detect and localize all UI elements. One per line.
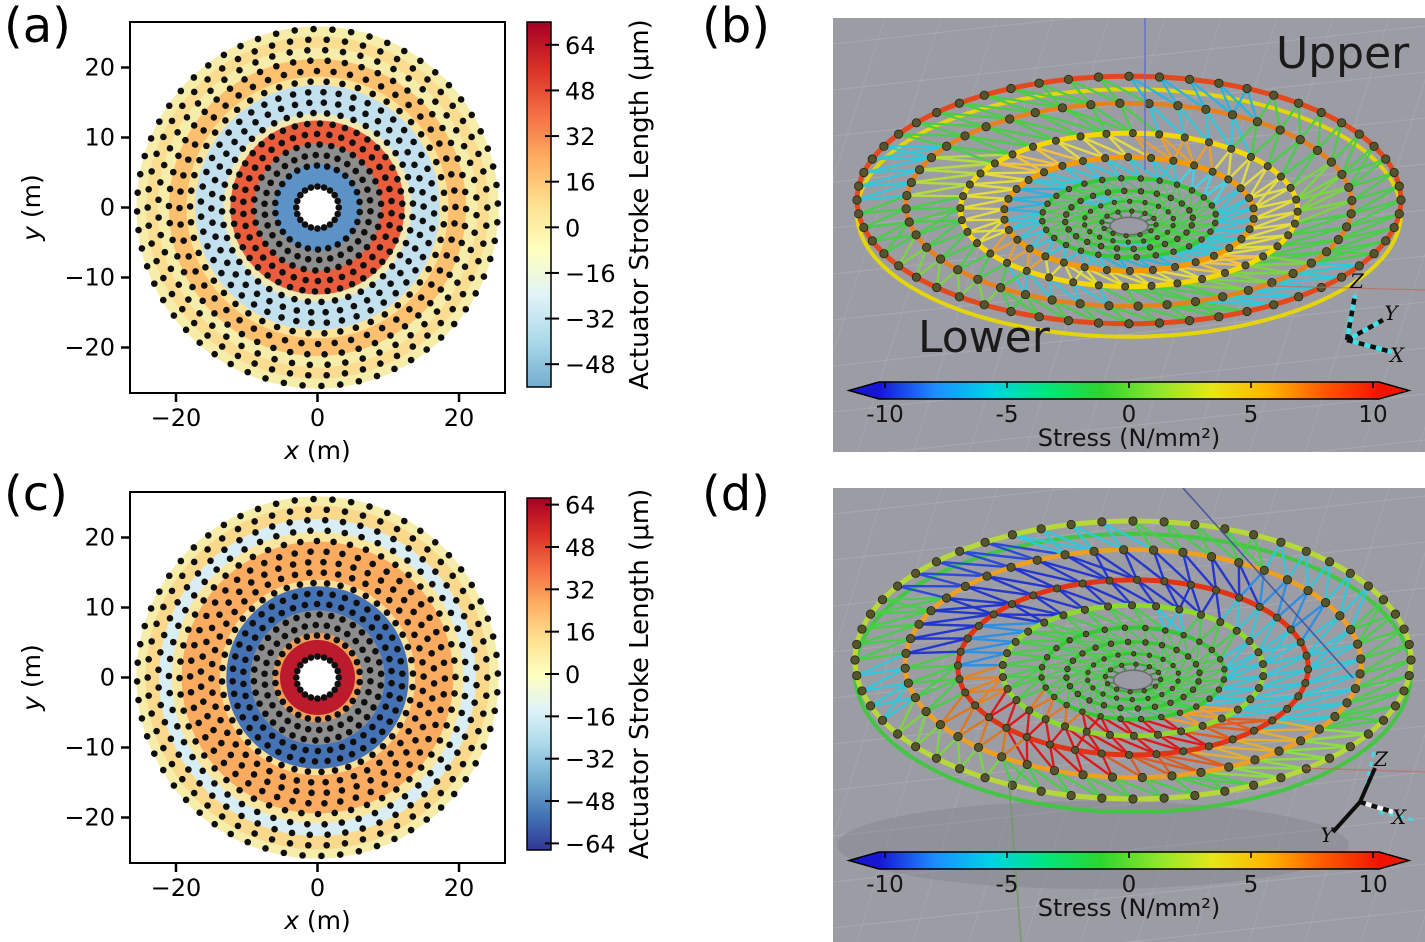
svg-text:Actuator Stroke Length (μm): Actuator Stroke Length (μm) xyxy=(625,19,655,390)
svg-text:5: 5 xyxy=(1244,872,1259,898)
svg-text:20: 20 xyxy=(84,524,115,552)
svg-text:−10: −10 xyxy=(64,264,115,292)
upper-label: Upper xyxy=(1276,28,1410,79)
svg-text:10: 10 xyxy=(1358,872,1387,898)
svg-text:X: X xyxy=(1388,343,1405,367)
svg-text:Y: Y xyxy=(1320,823,1335,847)
svg-text:0: 0 xyxy=(310,874,325,902)
svg-text:−48: −48 xyxy=(565,788,616,816)
svg-text:16: 16 xyxy=(565,169,596,197)
svg-text:20: 20 xyxy=(444,874,475,902)
svg-text:10: 10 xyxy=(84,594,115,622)
svg-text:20: 20 xyxy=(84,54,115,82)
svg-text:Y: Y xyxy=(1384,301,1399,325)
svg-text:x (m): x (m) xyxy=(283,906,351,935)
svg-text:Z: Z xyxy=(1349,269,1365,293)
svg-text:-10: -10 xyxy=(866,872,904,898)
svg-text:Actuator Stroke Length (μm): Actuator Stroke Length (μm) xyxy=(625,489,655,860)
svg-text:48: 48 xyxy=(565,77,596,105)
panel-b-truss-svg: XYZ -10 -5 0 5 10 Stress (N/mm²) xyxy=(833,18,1425,452)
svg-text:0: 0 xyxy=(310,404,325,432)
svg-text:Stress (N/mm²): Stress (N/mm²) xyxy=(1038,424,1221,452)
svg-text:0: 0 xyxy=(1122,872,1137,898)
svg-text:Z: Z xyxy=(1373,747,1389,771)
panel-label-a: (a) xyxy=(4,0,71,54)
svg-text:−20: −20 xyxy=(151,874,202,902)
svg-text:−20: −20 xyxy=(151,404,202,432)
svg-text:32: 32 xyxy=(565,576,596,604)
svg-text:-10: -10 xyxy=(866,402,904,428)
svg-text:−32: −32 xyxy=(565,746,616,774)
svg-text:−16: −16 xyxy=(565,260,616,288)
svg-text:32: 32 xyxy=(565,123,596,151)
svg-text:y (m): y (m) xyxy=(17,644,46,712)
lower-label: Lower xyxy=(918,312,1050,363)
svg-text:10: 10 xyxy=(84,124,115,152)
svg-text:10: 10 xyxy=(1358,402,1387,428)
svg-text:-5: -5 xyxy=(996,402,1019,428)
svg-text:−16: −16 xyxy=(565,703,616,731)
panel-d-truss-svg: X Y Z -10 -5 0 5 10 Stress (N/mm²) xyxy=(833,488,1425,942)
svg-text:Stress (N/mm²): Stress (N/mm²) xyxy=(1038,894,1221,922)
svg-text:20: 20 xyxy=(444,404,475,432)
panel-d-3d-render: X Y Z -10 -5 0 5 10 Stress (N/mm²) xyxy=(833,488,1425,942)
svg-text:X: X xyxy=(1390,805,1407,829)
svg-text:48: 48 xyxy=(565,534,596,562)
svg-text:-5: -5 xyxy=(996,872,1019,898)
svg-text:64: 64 xyxy=(565,32,596,60)
svg-text:−20: −20 xyxy=(64,804,115,832)
panel-b-3d-render: X Y Z -10 -5 0 5 10 Stress (N/mm²) Upper Lower xyxy=(833,18,1425,452)
svg-text:0: 0 xyxy=(1122,402,1137,428)
svg-text:16: 16 xyxy=(565,619,596,647)
panel-label-c: (c) xyxy=(4,466,68,522)
svg-text:x (m): x (m) xyxy=(283,436,351,465)
svg-text:y (m): y (m) xyxy=(17,174,46,242)
panel-c-contour-plot: −20 0 20 20 10 0 −10 −20 x (m) y (m) 64 48 32 16 0 −16 −… xyxy=(17,489,655,935)
svg-text:−20: −20 xyxy=(64,334,115,362)
svg-text:−64: −64 xyxy=(565,830,616,858)
svg-text:0: 0 xyxy=(565,661,580,689)
svg-text:0: 0 xyxy=(565,214,580,242)
svg-text:0: 0 xyxy=(100,664,115,692)
svg-text:5: 5 xyxy=(1244,402,1259,428)
svg-text:−48: −48 xyxy=(565,351,616,379)
panel-label-d: (d) xyxy=(702,466,770,522)
panel-label-b: (b) xyxy=(702,0,770,54)
svg-text:0: 0 xyxy=(100,194,115,222)
svg-text:64: 64 xyxy=(565,492,596,520)
panel-a-contour-plot: −20 0 20 20 10 0 −10 −20 x (m) y (m) 64 48 32 16 0 −16 −… xyxy=(17,19,655,465)
svg-text:−10: −10 xyxy=(64,734,115,762)
svg-text:−32: −32 xyxy=(565,306,616,334)
